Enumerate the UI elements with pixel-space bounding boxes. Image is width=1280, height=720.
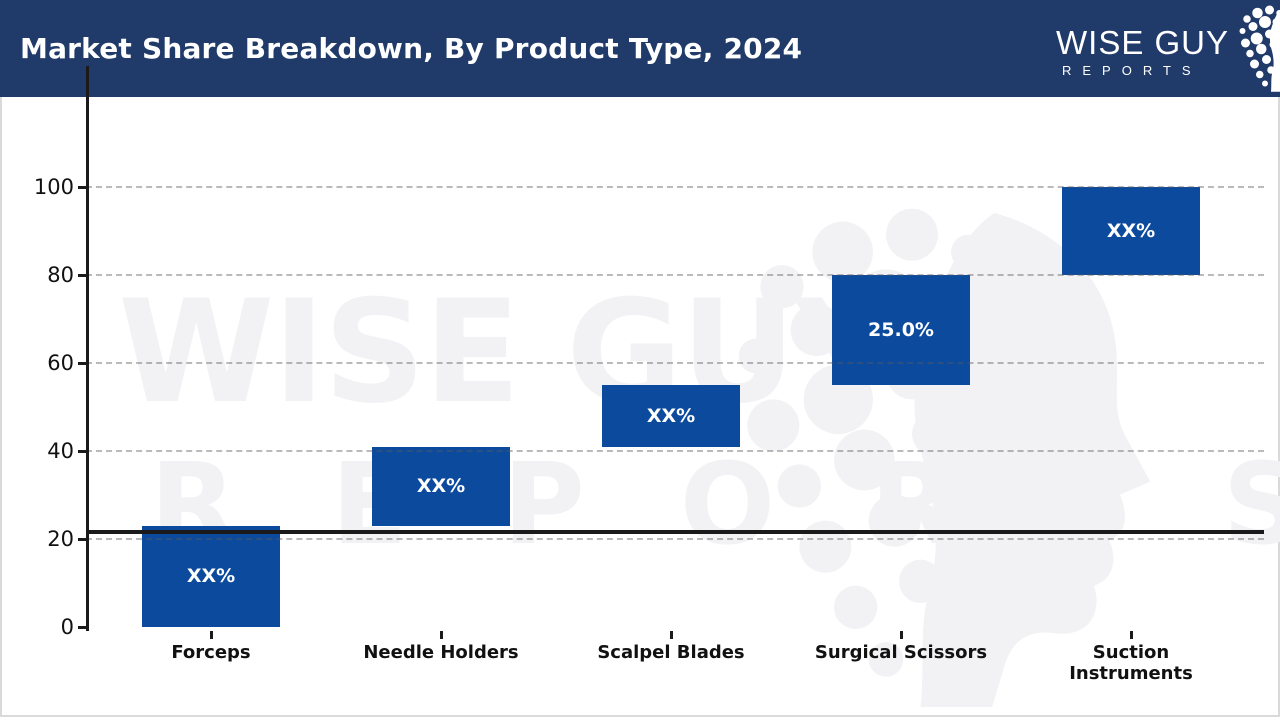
x-axis-tick bbox=[670, 631, 673, 639]
x-category-label: Forceps bbox=[171, 642, 251, 663]
x-axis-spine bbox=[86, 530, 1264, 534]
y-axis-tick-label: 80 bbox=[47, 263, 74, 287]
gridline bbox=[86, 186, 1264, 188]
gridline bbox=[86, 274, 1264, 276]
x-category-label: Surgical Scissors bbox=[814, 642, 988, 663]
bar-value-label: XX% bbox=[416, 475, 466, 498]
x-axis-tick bbox=[900, 631, 903, 639]
bar-value-label: XX% bbox=[1106, 220, 1156, 242]
y-axis-tick-label: 0 bbox=[60, 615, 74, 639]
bar-segment bbox=[602, 385, 740, 447]
gridline bbox=[86, 538, 1264, 540]
plot-area: 0 20 40 60 80 100 XX% XX% XX% 25.0% XX% Forceps Need… bbox=[0, 97, 1280, 720]
y-axis-tick bbox=[78, 538, 86, 541]
y-axis-tick-label: 100 bbox=[33, 175, 74, 199]
bar-value-label: 25.0% bbox=[868, 319, 934, 341]
bar-value-label: XX% bbox=[186, 565, 236, 588]
y-axis-tick-label: 40 bbox=[47, 439, 74, 463]
x-category-label: Needle Holders bbox=[363, 642, 519, 663]
x-axis-tick bbox=[440, 631, 443, 639]
logo-head-icon bbox=[1239, 5, 1280, 92]
bar-segment bbox=[372, 446, 510, 526]
y-axis-tick bbox=[78, 362, 86, 365]
y-axis-tick bbox=[78, 274, 86, 277]
wiseguy-reports-logo: WISE GUY REPORTS bbox=[1020, 0, 1280, 97]
logo-reports-text: REPORTS bbox=[1062, 63, 1202, 78]
y-axis-tick bbox=[78, 450, 86, 453]
gridline bbox=[86, 450, 1264, 452]
logo-wiseguy-text: WISE GUY bbox=[1056, 24, 1230, 61]
x-category-label: Scalpel Blades bbox=[597, 642, 745, 663]
y-axis-tick bbox=[78, 626, 86, 629]
y-axis-tick bbox=[78, 186, 86, 189]
gridline bbox=[86, 362, 1264, 364]
header-bar: Market Share Breakdown, By Product Type,… bbox=[0, 0, 1280, 97]
x-axis-tick bbox=[210, 631, 213, 639]
x-axis-tick bbox=[1130, 631, 1133, 639]
bar-value-label: XX% bbox=[646, 404, 696, 427]
bar-segment bbox=[142, 525, 280, 627]
chart-title: Market Share Breakdown, By Product Type,… bbox=[20, 32, 803, 65]
y-axis-spine bbox=[86, 66, 89, 631]
y-axis-tick-label: 20 bbox=[47, 527, 74, 551]
y-axis-tick-label: 60 bbox=[47, 351, 74, 375]
x-category-label: Suction Instruments bbox=[1069, 642, 1193, 684]
